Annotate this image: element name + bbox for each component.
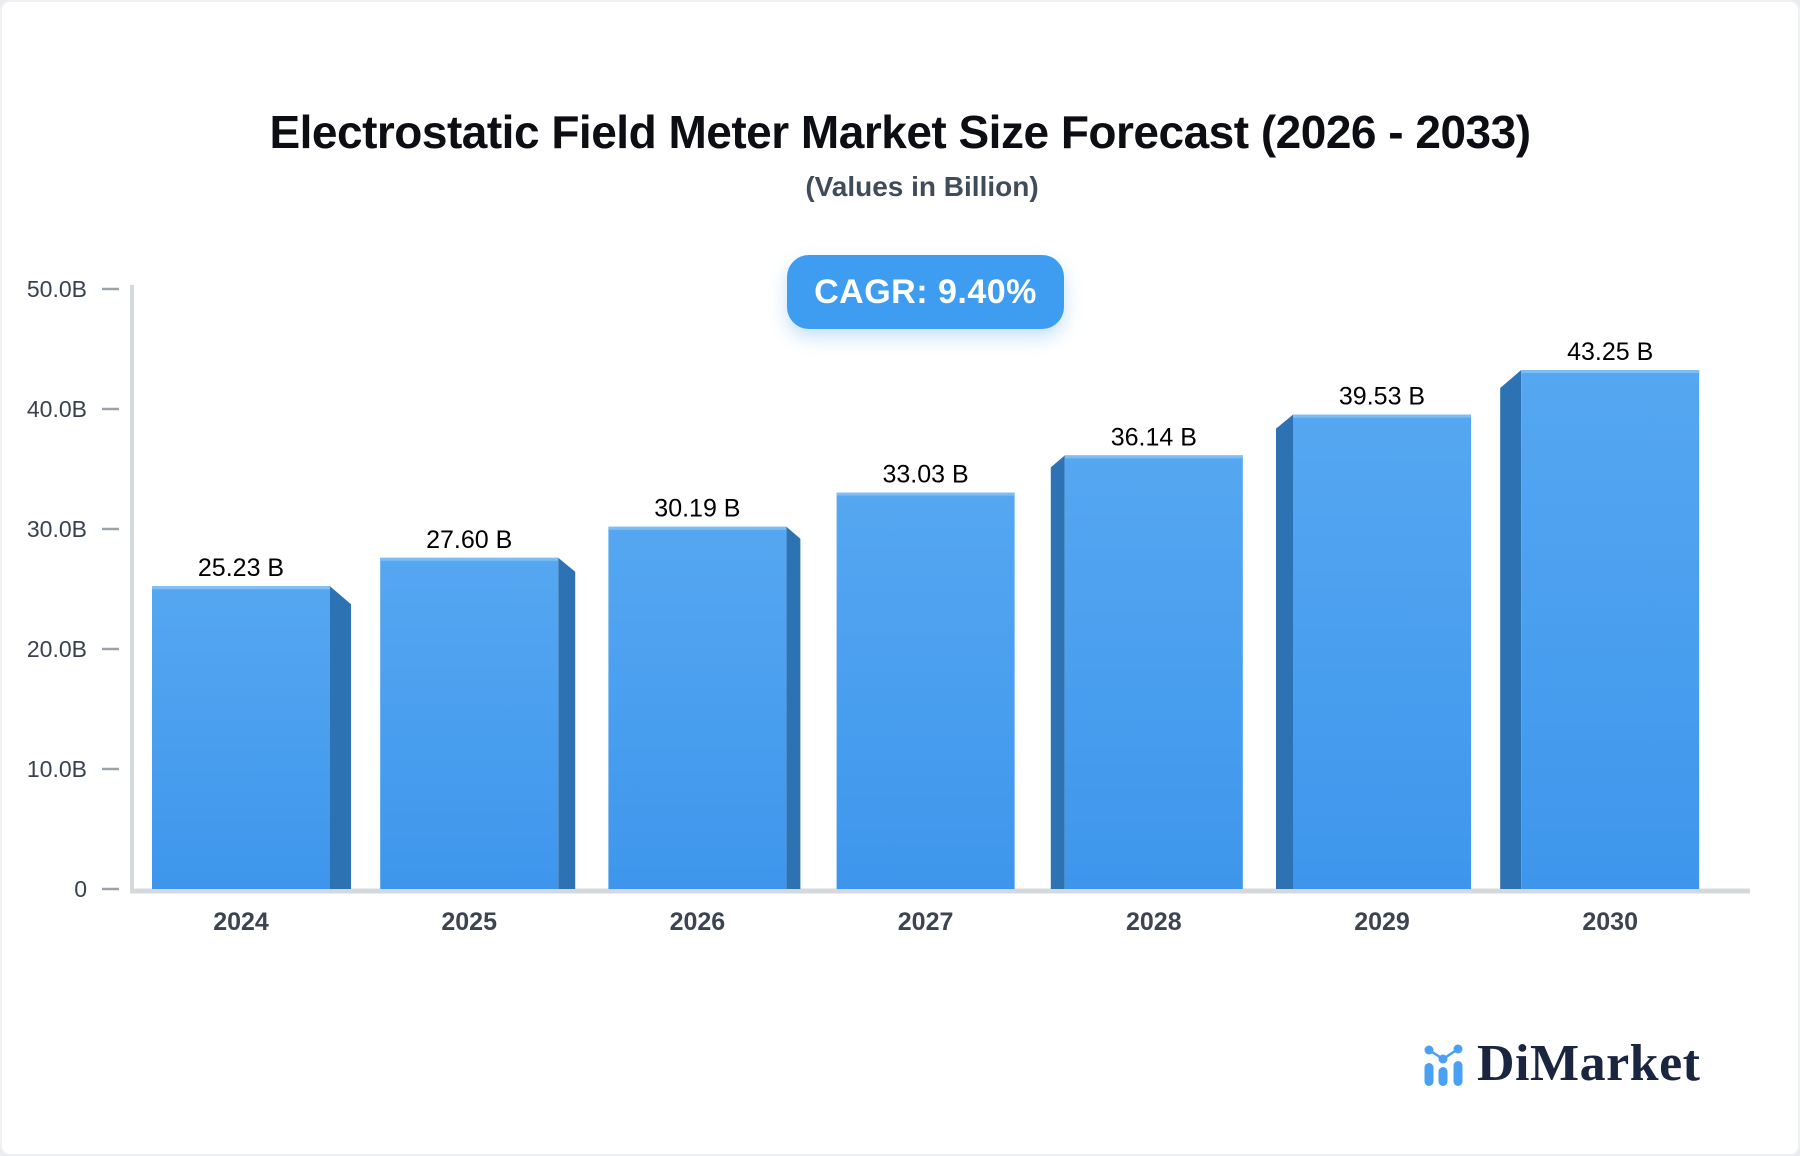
bar-value-label: 30.19 B <box>654 495 740 523</box>
bar-value-label: 33.03 B <box>883 461 969 489</box>
x-axis-label: 2024 <box>213 908 269 936</box>
y-axis-label: 50.0B <box>27 276 87 302</box>
y-axis-label: 10.0B <box>27 756 87 782</box>
bar-side-face <box>786 526 801 889</box>
bar-side-face <box>330 586 351 889</box>
y-axis-label: 30.0B <box>27 516 87 542</box>
bar-top-highlight <box>1293 414 1471 418</box>
bar-side-face <box>1276 414 1293 889</box>
brand-logo: DiMarket <box>1423 1035 1701 1093</box>
x-axis-label: 2029 <box>1354 908 1410 936</box>
bar-value-label: 36.14 B <box>1111 423 1197 451</box>
bar-side-face <box>1050 455 1065 889</box>
brand-name: DiMarket <box>1477 1035 1701 1093</box>
chart-subtitle: (Values in Billion) <box>805 171 1039 202</box>
y-axis-label: 20.0B <box>27 636 87 662</box>
bar-2024 <box>152 586 330 889</box>
bar-2028 <box>1064 455 1243 889</box>
bar-top-highlight <box>836 492 1015 496</box>
bar-top-highlight <box>1064 455 1243 459</box>
bar-value-label: 39.53 B <box>1339 383 1425 411</box>
bar-value-label: 25.23 B <box>198 554 284 582</box>
bar-2029 <box>1293 414 1471 889</box>
y-axis-label: 40.0B <box>27 396 87 422</box>
chart-title: Electrostatic Field Meter Market Size Fo… <box>269 106 1531 158</box>
cagr-badge: CAGR: 9.40% <box>787 255 1064 329</box>
bar-side-face <box>558 557 576 889</box>
bar-chart-logo-icon <box>1424 1044 1463 1086</box>
bar-2025 <box>380 557 559 889</box>
x-axis-label: 2030 <box>1582 908 1638 936</box>
bar-2027 <box>836 492 1015 889</box>
bar-top-highlight <box>1521 370 1700 373</box>
bar-2026 <box>608 526 787 889</box>
x-axis-label: 2028 <box>1126 908 1182 936</box>
y-axis-label: 0 <box>74 876 87 902</box>
bar-value-label: 27.60 B <box>426 526 512 554</box>
bar-top-highlight <box>152 586 330 590</box>
x-axis-label: 2025 <box>441 908 497 936</box>
bar-side-face <box>1500 370 1522 889</box>
bar-top-highlight <box>608 526 787 530</box>
x-axis-label: 2026 <box>670 908 726 936</box>
bar-value-label: 43.25 B <box>1567 338 1653 366</box>
bar-2030 <box>1521 370 1700 889</box>
bar-top-highlight <box>380 557 559 561</box>
x-axis-label: 2027 <box>898 908 954 936</box>
